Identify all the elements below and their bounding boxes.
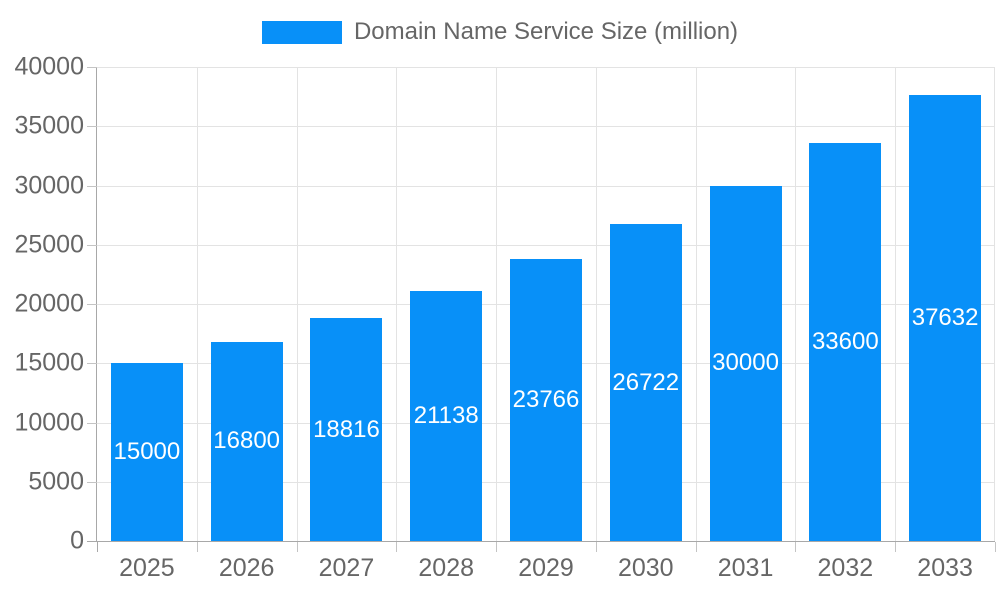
gridline-y-25000 [97, 244, 995, 246]
bar-2030: 26722 [609, 224, 682, 541]
legend-item[interactable]: Domain Name Service Size (million) [261, 14, 739, 50]
bar-2029: 23766 [510, 259, 582, 541]
gridline-x-boundary-9 [994, 67, 995, 541]
legend-label: Domain Name Service Size (million) [353, 18, 739, 45]
x-tick-label-2028: 2028 [418, 554, 475, 582]
bar-2033: 37632 [909, 95, 982, 541]
y-tick-label-10000: 10000 [14, 408, 84, 436]
x-tick-label-2026: 2026 [218, 554, 275, 582]
bar-2028: 21138 [410, 290, 483, 541]
gridline-x-boundary-2 [296, 67, 298, 541]
gridline-x-boundary-5 [595, 67, 597, 541]
x-tick-label-2032: 2032 [817, 554, 874, 582]
bar-2026: 16800 [210, 341, 283, 541]
y-tick-15000 [87, 363, 97, 365]
gridline-x-boundary-3 [396, 67, 398, 541]
y-tick-label-5000: 5000 [28, 467, 84, 496]
y-tick-label-15000: 15000 [14, 348, 84, 377]
y-tick-40000 [87, 67, 97, 68]
x-tick-label-2027: 2027 [318, 554, 375, 582]
y-tick-label-20000: 20000 [14, 289, 84, 318]
bar-value-label-2032: 33600 [811, 327, 879, 355]
bar-2032: 33600 [809, 142, 882, 541]
y-tick-10000 [87, 422, 97, 424]
gridline-x-boundary-4 [496, 67, 498, 541]
y-tick-30000 [87, 185, 97, 187]
x-tick-2 [296, 542, 298, 552]
y-tick-label-25000: 25000 [14, 230, 84, 259]
x-tick-5 [595, 542, 597, 552]
gridline-x-boundary-7 [795, 67, 797, 541]
gridline-y-40000 [97, 67, 995, 68]
x-tick-9 [995, 542, 996, 552]
x-axis-line [96, 541, 995, 542]
bar-value-label-2027: 18816 [313, 415, 380, 443]
legend: Domain Name Service Size (million) [0, 14, 1000, 50]
y-tick-20000 [87, 304, 97, 305]
x-tick-4 [496, 542, 498, 552]
y-tick-label-35000: 35000 [14, 111, 84, 140]
y-tick-label-30000: 30000 [14, 171, 84, 199]
y-tick-25000 [87, 244, 97, 246]
bar-value-label-2031: 30000 [712, 349, 779, 377]
x-tick-label-2025: 2025 [119, 554, 175, 582]
bar-value-label-2030: 26722 [612, 368, 680, 396]
y-tick-35000 [87, 126, 97, 128]
x-tick-7 [795, 542, 797, 552]
bar-value-label-2033: 37632 [911, 304, 979, 332]
x-tick-label-2031: 2031 [717, 554, 774, 582]
y-tick-label-0: 0 [70, 526, 84, 555]
bar-2025: 15000 [110, 363, 183, 541]
x-tick-label-2029: 2029 [518, 554, 574, 582]
legend-swatch [261, 20, 342, 44]
bar-value-label-2026: 16800 [213, 427, 281, 455]
y-tick-0 [87, 541, 97, 542]
bar-value-label-2029: 23766 [512, 386, 580, 414]
gridline-x-boundary-1 [196, 67, 198, 541]
y-tick-label-40000: 40000 [14, 52, 84, 81]
bar-value-label-2028: 21138 [413, 401, 479, 429]
x-tick-6 [695, 542, 697, 552]
bar-value-label-2025: 15000 [113, 438, 181, 466]
bar-2027: 18816 [310, 318, 383, 541]
plot-area: 15000 16800 18816 21138 23766 26722 30000 33600… [96, 67, 995, 542]
x-tick-0 [97, 542, 98, 552]
gridline-y-30000 [97, 185, 995, 187]
x-tick-3 [396, 542, 398, 552]
x-tick-8 [895, 542, 897, 552]
x-tick-label-2033: 2033 [917, 554, 973, 582]
gridline-y-35000 [97, 126, 995, 128]
gridline-x-boundary-6 [695, 67, 697, 541]
gridline-x-boundary-8 [895, 67, 897, 541]
y-tick-5000 [87, 481, 97, 483]
x-tick-1 [196, 542, 198, 552]
bar-2031: 30000 [709, 185, 782, 541]
x-tick-label-2030: 2030 [617, 554, 674, 582]
